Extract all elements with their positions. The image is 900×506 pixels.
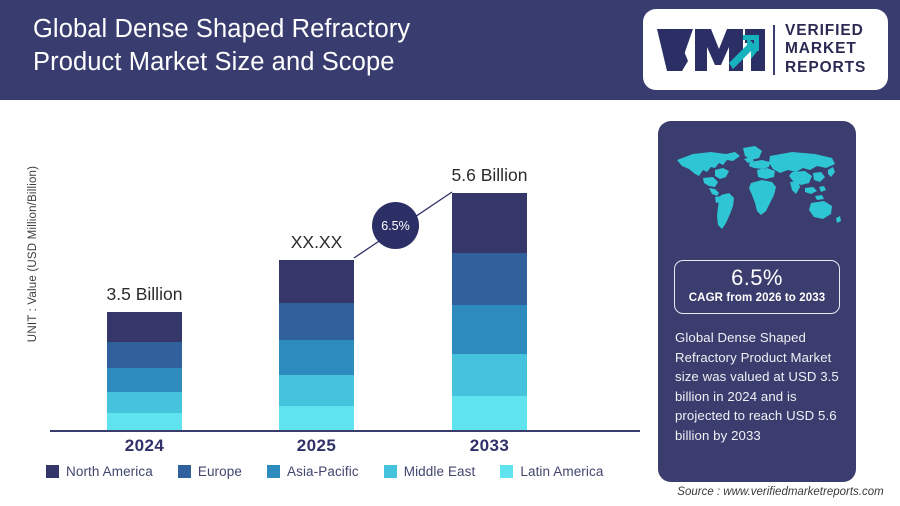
bar-segment-latin-america bbox=[107, 413, 182, 430]
bar-segment-asia-pacific bbox=[279, 340, 354, 376]
bar-segment-north-america bbox=[107, 312, 182, 342]
chart-legend: North America Europe Asia-Pacific Middle Ea… bbox=[46, 464, 603, 479]
bar-segment-middle-east bbox=[279, 375, 354, 406]
legend-item-latin-america[interactable]: Latin America bbox=[500, 464, 603, 479]
header-band: Global Dense Shaped Refractory Product M… bbox=[0, 0, 900, 100]
logo-divider bbox=[773, 24, 775, 75]
bar-2025 bbox=[279, 260, 354, 430]
vmr-logomark-icon bbox=[655, 27, 767, 73]
bar-2033 bbox=[452, 193, 527, 430]
cagr-value: 6.5% bbox=[731, 265, 783, 290]
bar-2024 bbox=[107, 312, 182, 430]
source-text: Source : www.verifiedmarketreports.com bbox=[677, 486, 884, 498]
legend-item-europe[interactable]: Europe bbox=[177, 464, 242, 479]
legend-label: Latin America bbox=[520, 464, 604, 479]
bar-segment-europe bbox=[107, 341, 182, 368]
bar-value-label-2024: 3.5 Billion bbox=[106, 284, 183, 304]
x-axis-tick-2024: 2024 bbox=[124, 436, 165, 455]
cagr-box: 6.5% CAGR from 2026 to 2033 bbox=[674, 260, 840, 314]
legend-item-north-america[interactable]: North America bbox=[46, 464, 153, 479]
bar-segment-middle-east bbox=[107, 391, 182, 414]
bar-segment-north-america bbox=[452, 193, 527, 253]
legend-label: Europe bbox=[197, 464, 242, 479]
logo-wordmark: VERIFIED MARKET REPORTS bbox=[785, 21, 867, 76]
bar-chart: UNIT : Value (USD Million/Billion) 6.5% … bbox=[0, 100, 650, 506]
legend-label: North America bbox=[66, 464, 153, 479]
vmr-logo: VERIFIED MARKET REPORTS bbox=[643, 9, 888, 90]
bar-segment-europe bbox=[279, 302, 354, 341]
legend-swatch-icon bbox=[500, 465, 514, 478]
x-axis-tick-2025: 2025 bbox=[296, 436, 337, 455]
cagr-bubble: 6.5% bbox=[372, 202, 419, 249]
cagr-caption: CAGR from 2026 to 2033 bbox=[688, 292, 826, 304]
legend-swatch-icon bbox=[383, 465, 397, 478]
bar-value-label-2033: 5.6 Billion bbox=[451, 165, 528, 185]
page-title: Global Dense Shaped Refractory Product M… bbox=[33, 15, 411, 76]
legend-label: Asia-Pacific bbox=[286, 464, 359, 479]
legend-swatch-icon bbox=[177, 465, 191, 478]
x-axis-tick-2033: 2033 bbox=[469, 436, 510, 455]
x-axis-line bbox=[50, 430, 640, 432]
legend-item-asia-pacific[interactable]: Asia-Pacific bbox=[266, 464, 359, 479]
legend-label: Middle East bbox=[403, 464, 476, 479]
bar-segment-latin-america bbox=[452, 396, 527, 430]
side-panel: 6.5% CAGR from 2026 to 2033 Global Dense… bbox=[658, 121, 856, 482]
legend-item-middle-east[interactable]: Middle East bbox=[383, 464, 476, 479]
legend-swatch-icon bbox=[46, 465, 59, 478]
bar-segment-north-america bbox=[279, 260, 354, 303]
bar-value-label-2025: XX.XX bbox=[290, 232, 343, 252]
panel-description: Global Dense Shaped Refractory Product M… bbox=[675, 330, 839, 443]
bar-segment-middle-east bbox=[452, 353, 527, 397]
bar-segment-europe bbox=[452, 252, 527, 306]
bar-segment-asia-pacific bbox=[452, 305, 527, 354]
bar-segment-asia-pacific bbox=[107, 367, 182, 392]
world-map-icon bbox=[667, 133, 847, 245]
bar-segment-latin-america bbox=[279, 405, 354, 430]
legend-swatch-icon bbox=[266, 465, 280, 478]
